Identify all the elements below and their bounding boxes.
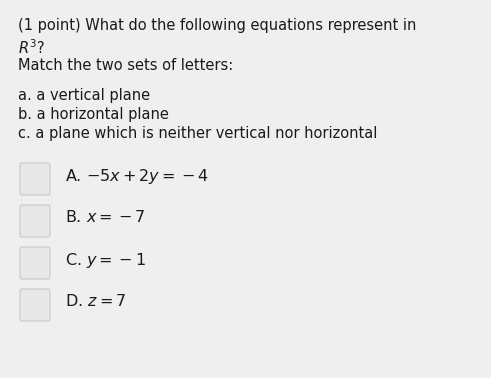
Text: B. $x = -7$: B. $x = -7$ bbox=[65, 209, 146, 225]
Text: b. a horizontal plane: b. a horizontal plane bbox=[18, 107, 169, 122]
Text: C. $y = -1$: C. $y = -1$ bbox=[65, 251, 146, 270]
Text: D. $z = 7$: D. $z = 7$ bbox=[65, 293, 126, 309]
Text: $R^3$?: $R^3$? bbox=[18, 38, 45, 57]
FancyBboxPatch shape bbox=[20, 247, 50, 279]
Text: (1 point) What do the following equations represent in: (1 point) What do the following equation… bbox=[18, 18, 416, 33]
FancyBboxPatch shape bbox=[20, 205, 50, 237]
FancyBboxPatch shape bbox=[20, 289, 50, 321]
Text: c. a plane which is neither vertical nor horizontal: c. a plane which is neither vertical nor… bbox=[18, 126, 378, 141]
Text: Match the two sets of letters:: Match the two sets of letters: bbox=[18, 58, 233, 73]
FancyBboxPatch shape bbox=[20, 163, 50, 195]
Text: A. $-5x + 2y = -4$: A. $-5x + 2y = -4$ bbox=[65, 167, 209, 186]
Text: a. a vertical plane: a. a vertical plane bbox=[18, 88, 150, 103]
